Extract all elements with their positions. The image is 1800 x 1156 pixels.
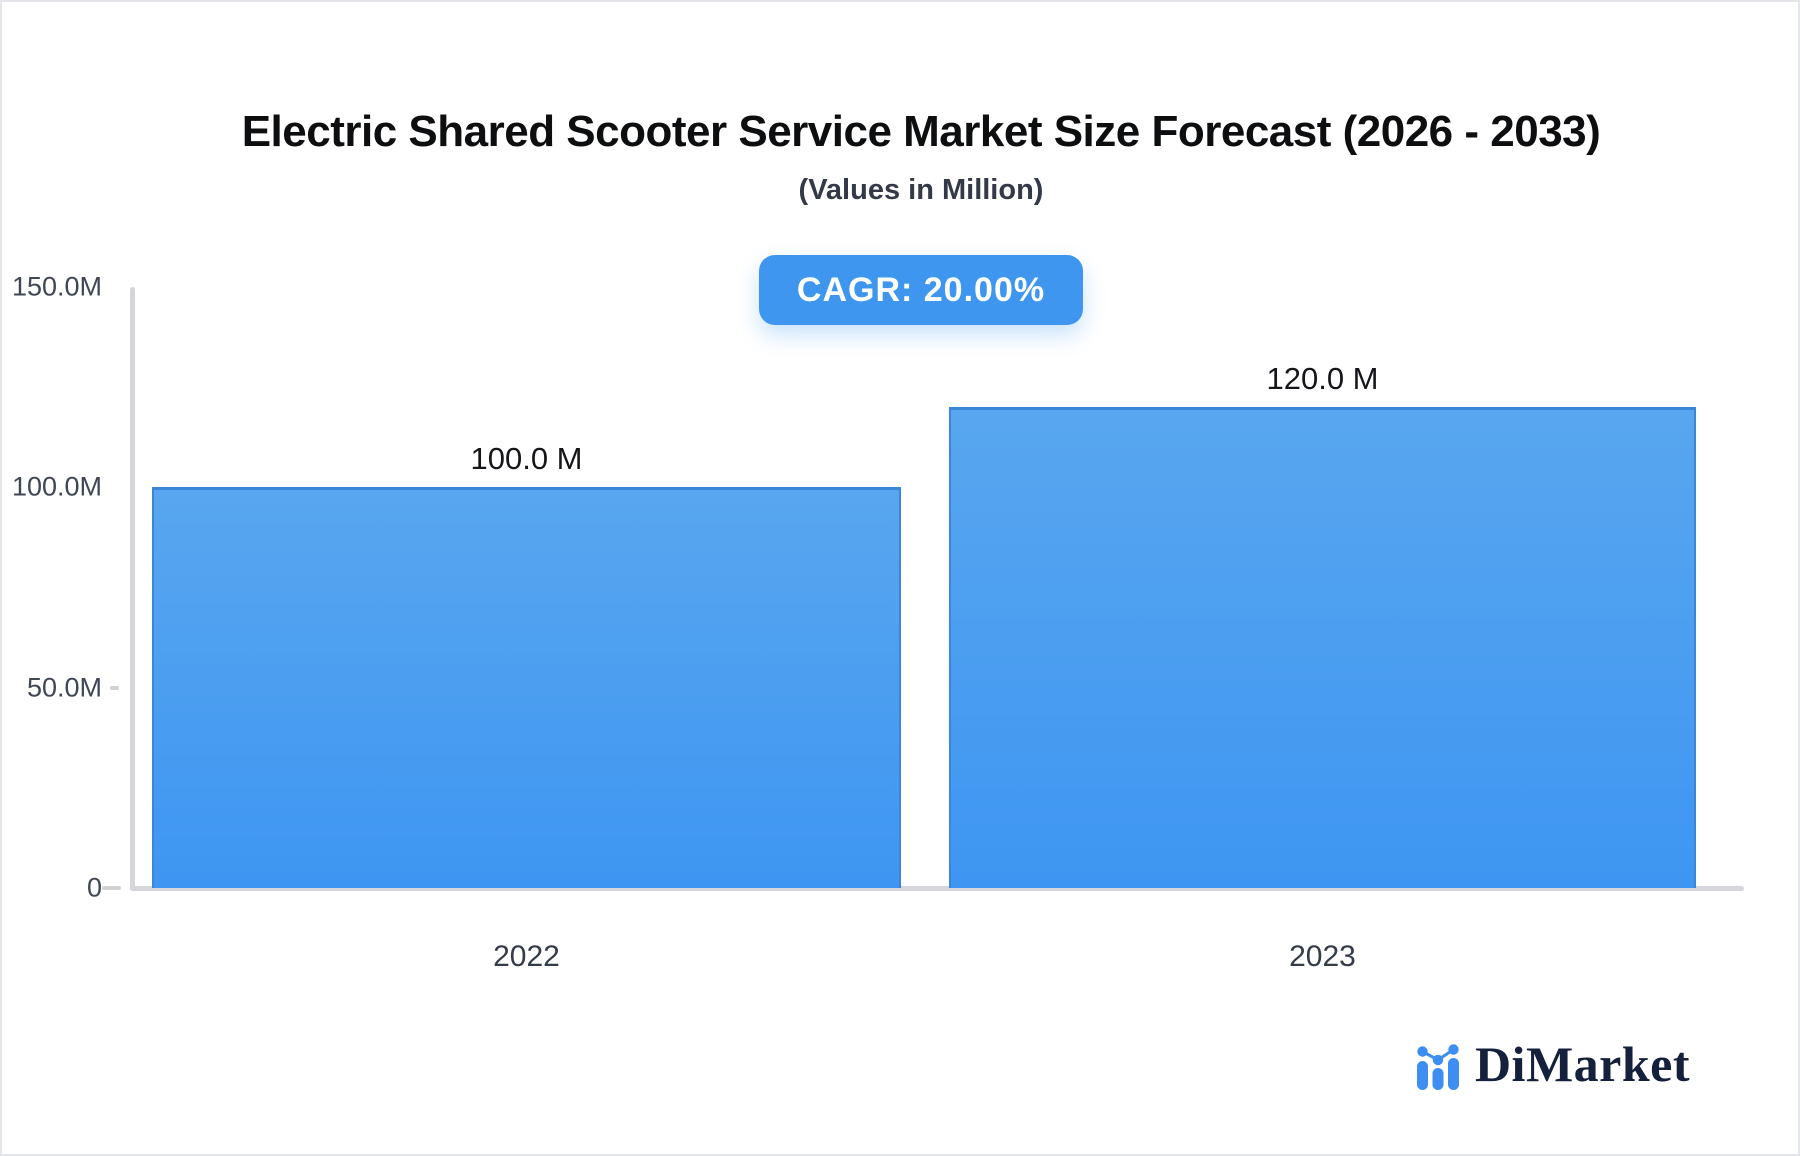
cagr-badge: CAGR: 20.00%	[758, 255, 1084, 325]
bar-chart-logo-icon	[1415, 1042, 1461, 1090]
bar-2022: 100.0 M	[152, 441, 901, 888]
bar-value-label: 100.0 M	[470, 441, 583, 477]
chart-title: Electric Shared Scooter Service Market S…	[241, 107, 1601, 156]
y-tick-label: 50.0M	[26, 672, 102, 703]
y-tick-label: 150.0M	[11, 271, 102, 302]
chart-subtitle: (Values in Million)	[798, 174, 1044, 206]
dimarket-logo: DiMarket	[1415, 1038, 1690, 1090]
bar-value-label: 120.0 M	[1266, 361, 1379, 397]
y-tick-mark	[110, 685, 119, 690]
chart-header: Electric Shared Scooter Service Market S…	[52, 2, 1790, 325]
logo-wordmark: DiMarket	[1474, 1036, 1690, 1092]
y-axis-line	[130, 287, 135, 890]
x-axis-line	[130, 886, 1744, 891]
y-tick-label: 0	[86, 872, 102, 903]
x-tick-label-2022: 2022	[493, 940, 560, 973]
bar-2023: 120.0 M	[949, 361, 1696, 888]
x-tick-label-2023: 2023	[1289, 940, 1356, 973]
y-tick-mark	[102, 886, 121, 890]
plot-area: 150.0M 100.0M 50.0M 0 100.0 M 120.0 M 20…	[12, 272, 1744, 973]
y-tick-label: 100.0M	[11, 471, 102, 502]
